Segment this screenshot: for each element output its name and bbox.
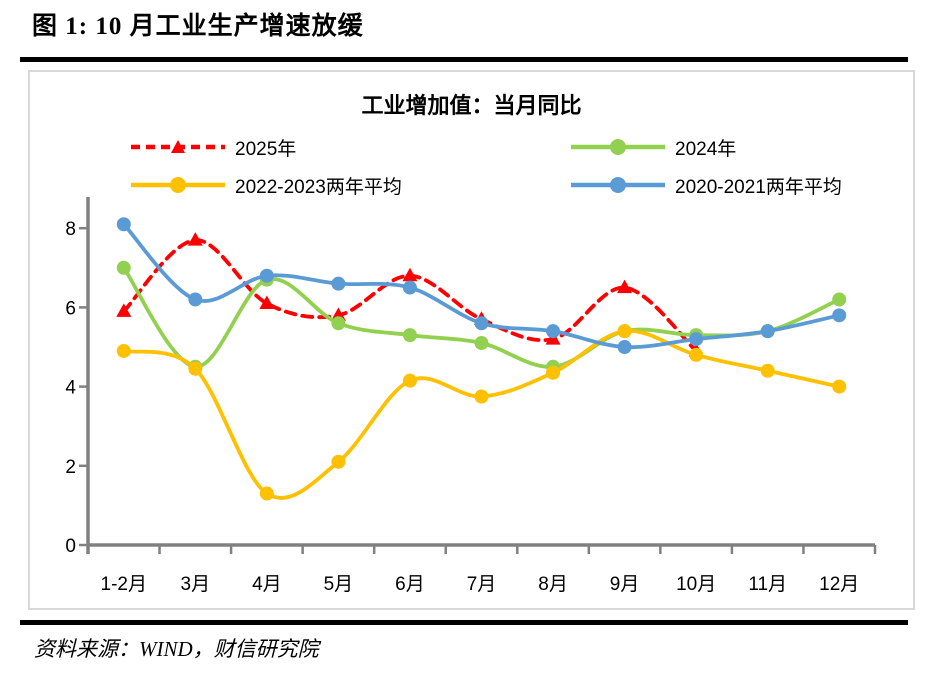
legend-marker — [171, 140, 185, 153]
data-point — [617, 340, 632, 354]
x-tick-label: 12月 — [819, 574, 859, 595]
data-point — [689, 347, 704, 362]
data-point — [689, 332, 704, 347]
x-tick-label: 5月 — [324, 574, 354, 595]
data-point — [259, 268, 274, 283]
chart-title: 工业增加值：当月同比 — [361, 93, 582, 118]
legend-item: 2022-2023两年平均 — [130, 170, 402, 200]
legend-marker — [610, 177, 626, 193]
data-point — [832, 292, 847, 307]
data-point — [259, 486, 274, 501]
series-line-2024年 — [121, 265, 842, 369]
data-point — [331, 454, 346, 469]
data-point — [116, 343, 131, 358]
data-point — [402, 280, 417, 295]
data-point — [188, 292, 203, 307]
data-point — [402, 328, 417, 343]
data-point — [331, 316, 346, 331]
legend-label: 2020-2021两年平均 — [675, 176, 842, 198]
data-point — [474, 389, 489, 404]
x-tick-label: 1-2月 — [101, 574, 147, 595]
y-tick-label: 6 — [65, 298, 76, 319]
x-tick-label: 11月 — [748, 574, 787, 595]
data-point — [617, 279, 633, 294]
data-point — [116, 217, 131, 232]
x-tick-label: 8月 — [538, 574, 568, 595]
footer-divider — [20, 620, 908, 625]
y-tick-label: 2 — [65, 457, 76, 478]
x-tick-label: 3月 — [181, 574, 211, 595]
chart-panel: 工业增加值：当月同比 2025年 2024年 2022-2023两年平均 2020-2… — [28, 70, 915, 610]
page-title: 图 1: 10 月工业生产增速放缓 — [32, 13, 364, 40]
x-tick-label: 9月 — [610, 574, 640, 595]
data-point — [187, 232, 203, 246]
legend-item: 2020-2021两年平均 — [570, 170, 842, 200]
data-point — [474, 316, 489, 331]
data-point — [617, 324, 632, 339]
data-point — [402, 373, 417, 388]
series-line-2022-2023两年平均 — [121, 329, 842, 500]
data-point — [546, 365, 561, 380]
data-point — [402, 267, 418, 282]
data-point — [546, 324, 561, 339]
legend-item: 2024年 — [570, 132, 736, 162]
legend-label: 2022-2023两年平均 — [235, 176, 402, 198]
legend-label: 2025年 — [235, 138, 297, 160]
legend-swatch — [571, 177, 665, 193]
data-point — [760, 363, 775, 378]
data-point — [474, 336, 489, 351]
line-chart: 0 2 4 6 8 1-2月 3月 4月 5月 6月 7月 8月 9月 10月 11月 12月 — [65, 197, 877, 595]
data-point — [760, 324, 775, 339]
legend-swatch — [131, 177, 225, 193]
series-line-2020-2021两年平均 — [121, 222, 842, 350]
legend-swatch — [571, 139, 665, 155]
legend-item: 2025年 — [130, 132, 296, 162]
legend-swatch — [131, 140, 225, 153]
data-point — [832, 308, 847, 323]
x-tick-label: 4月 — [252, 574, 282, 595]
y-tick-label: 4 — [65, 378, 76, 399]
source-note: 资料来源：WIND，财信研究院 — [34, 637, 319, 661]
data-point — [832, 379, 847, 394]
data-point — [188, 361, 203, 376]
x-tick-label: 7月 — [467, 574, 497, 595]
legend-label: 2024年 — [675, 138, 737, 160]
title-divider — [20, 57, 908, 62]
legend-marker — [170, 177, 186, 193]
data-point — [259, 295, 275, 309]
data-point — [331, 276, 346, 291]
y-tick-label: 0 — [65, 536, 76, 557]
legend-marker — [610, 139, 626, 155]
data-point — [116, 303, 132, 317]
x-tick-label: 10月 — [676, 574, 716, 595]
x-tick-label: 6月 — [395, 574, 425, 595]
data-point — [116, 260, 131, 275]
y-tick-label: 8 — [65, 219, 76, 240]
